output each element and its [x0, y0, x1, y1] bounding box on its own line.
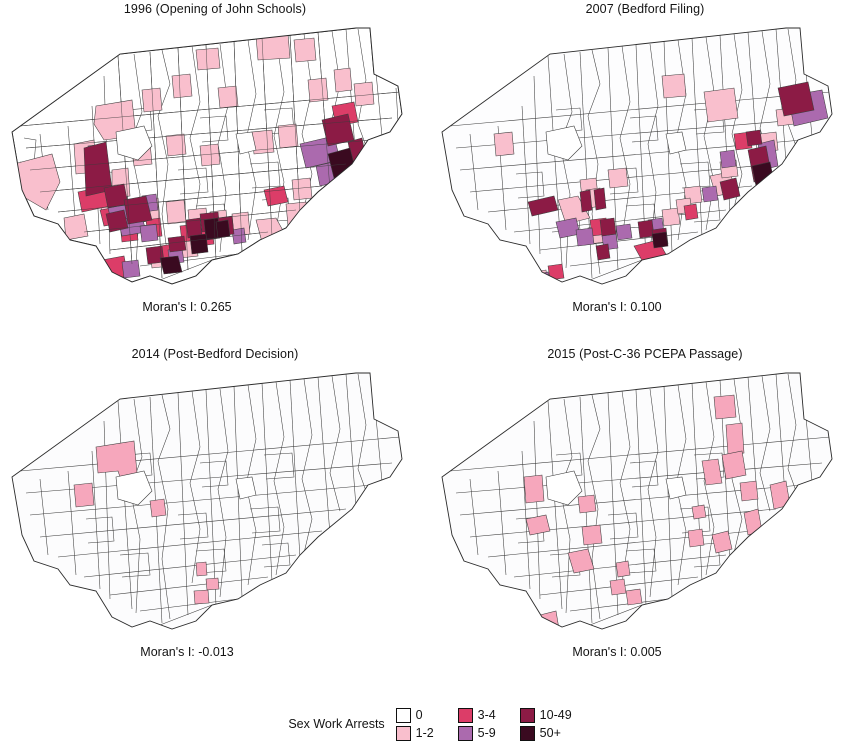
panel-2015: 2015 (Post-C-36 PCEPA Passage) [430, 345, 860, 690]
legend-swatch-10-49 [519, 707, 535, 723]
legend-title: Sex Work Arrests [288, 717, 385, 731]
city-outline [441, 27, 833, 285]
panel-2007: 2007 (Bedford Filing) [430, 0, 860, 345]
map-2014 [0, 359, 430, 649]
legend-label-0: 0 [415, 708, 423, 722]
tract-class-1-2 [73, 440, 220, 605]
legend: Sex Work Arrests 0 1-2 3-4 5-9 [0, 698, 860, 750]
park-holes [545, 470, 687, 506]
map-2015 [430, 359, 860, 649]
legend-swatch-3-4 [457, 707, 473, 723]
panel-title: 2014 (Post-Bedford Decision) [131, 347, 299, 361]
legend-swatch-50-plus [519, 725, 535, 741]
legend-item-0: 0 [395, 707, 446, 723]
legend-item-3: 5-9 [457, 725, 508, 741]
legend-swatch-5-9 [457, 725, 473, 741]
legend-items: 0 1-2 3-4 5-9 10-49 [395, 707, 572, 741]
park-holes [115, 470, 257, 506]
legend-label-3-4: 3-4 [477, 708, 496, 722]
panel-2014: 2014 (Post-Bedford Decision) [0, 345, 430, 690]
legend-item-1: 1-2 [395, 725, 446, 741]
tract-mesh-overlay [19, 31, 401, 279]
tract-class-10-49 [527, 81, 815, 261]
panel-grid: 1996 (Opening of John Schools) [0, 0, 860, 690]
legend-item-5: 50+ [519, 725, 572, 741]
city-outline [441, 372, 833, 630]
park-holes [115, 125, 257, 161]
moran-statistic: Moran's I: 0.005 [572, 645, 662, 659]
city-outline [11, 372, 403, 630]
map-svg-2014 [11, 372, 403, 630]
map-svg-2007 [441, 27, 833, 285]
legend-inner: Sex Work Arrests 0 1-2 3-4 5-9 [288, 707, 572, 741]
city-outline [11, 27, 403, 285]
legend-item-2: 3-4 [457, 707, 508, 723]
panel-title: 1996 (Opening of John Schools) [123, 2, 307, 16]
panel-title: 2007 (Bedford Filing) [585, 2, 705, 16]
moran-statistic: Moran's I: -0.013 [140, 645, 234, 659]
panel-1996: 1996 (Opening of John Schools) [0, 0, 430, 345]
moran-statistic: Moran's I: 0.265 [142, 300, 232, 314]
legend-item-4: 10-49 [519, 707, 572, 723]
park-holes [545, 125, 687, 161]
map-svg-1996 [11, 27, 403, 285]
legend-swatch-0 [395, 707, 411, 723]
map-2007 [430, 14, 860, 304]
legend-label-5-9: 5-9 [477, 726, 496, 740]
moran-statistic: Moran's I: 0.100 [572, 300, 662, 314]
legend-label-50-plus: 50+ [539, 726, 561, 740]
legend-label-10-49: 10-49 [539, 708, 572, 722]
legend-label-1-2: 1-2 [415, 726, 434, 740]
legend-swatch-1-2 [395, 725, 411, 741]
panel-title: 2015 (Post-C-36 PCEPA Passage) [547, 347, 743, 361]
map-1996 [0, 14, 430, 304]
map-svg-2015 [441, 372, 833, 630]
